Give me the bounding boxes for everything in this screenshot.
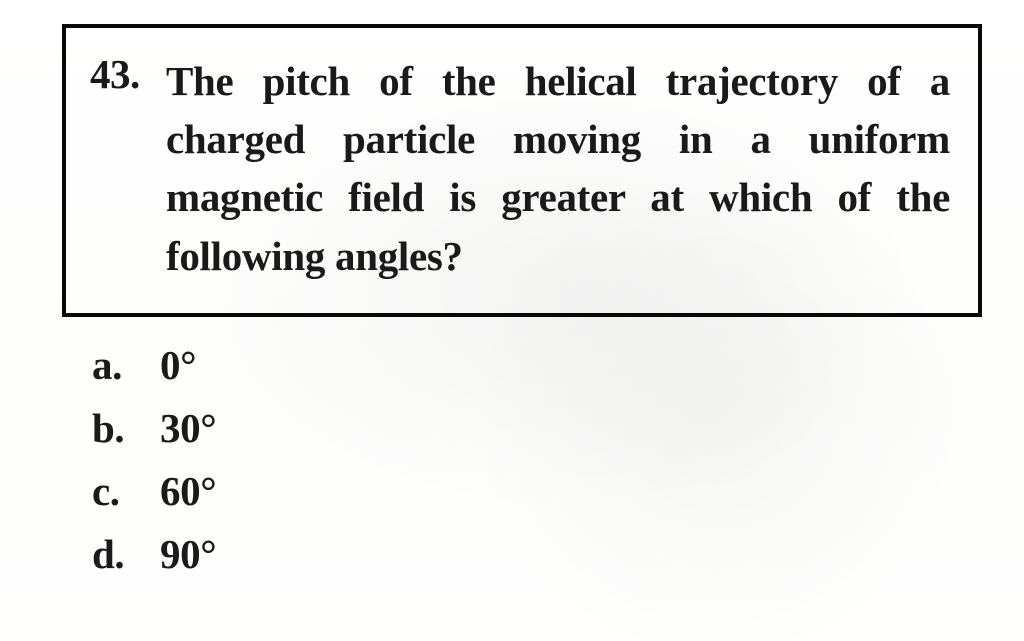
question-text: The pitch of the helical trajectory of a…: [166, 52, 950, 285]
option-letter: c.: [92, 471, 160, 512]
question-box: 43. The pitch of the helical trajectory …: [62, 24, 982, 317]
option-value: 0°: [160, 345, 196, 386]
option-letter: d.: [92, 534, 160, 575]
question-number: 43.: [90, 50, 140, 98]
document-page: 43. The pitch of the helical trajectory …: [30, 24, 994, 625]
option-a: a. 0°: [92, 345, 994, 386]
option-value: 90°: [160, 534, 216, 575]
option-c: c. 60°: [92, 471, 994, 512]
options-list: a. 0° b. 30° c. 60° d. 90°: [92, 345, 994, 575]
option-letter: b.: [92, 408, 160, 449]
option-value: 30°: [160, 408, 216, 449]
option-value: 60°: [160, 471, 216, 512]
option-d: d. 90°: [92, 534, 994, 575]
option-b: b. 30°: [92, 408, 994, 449]
option-letter: a.: [92, 345, 160, 386]
